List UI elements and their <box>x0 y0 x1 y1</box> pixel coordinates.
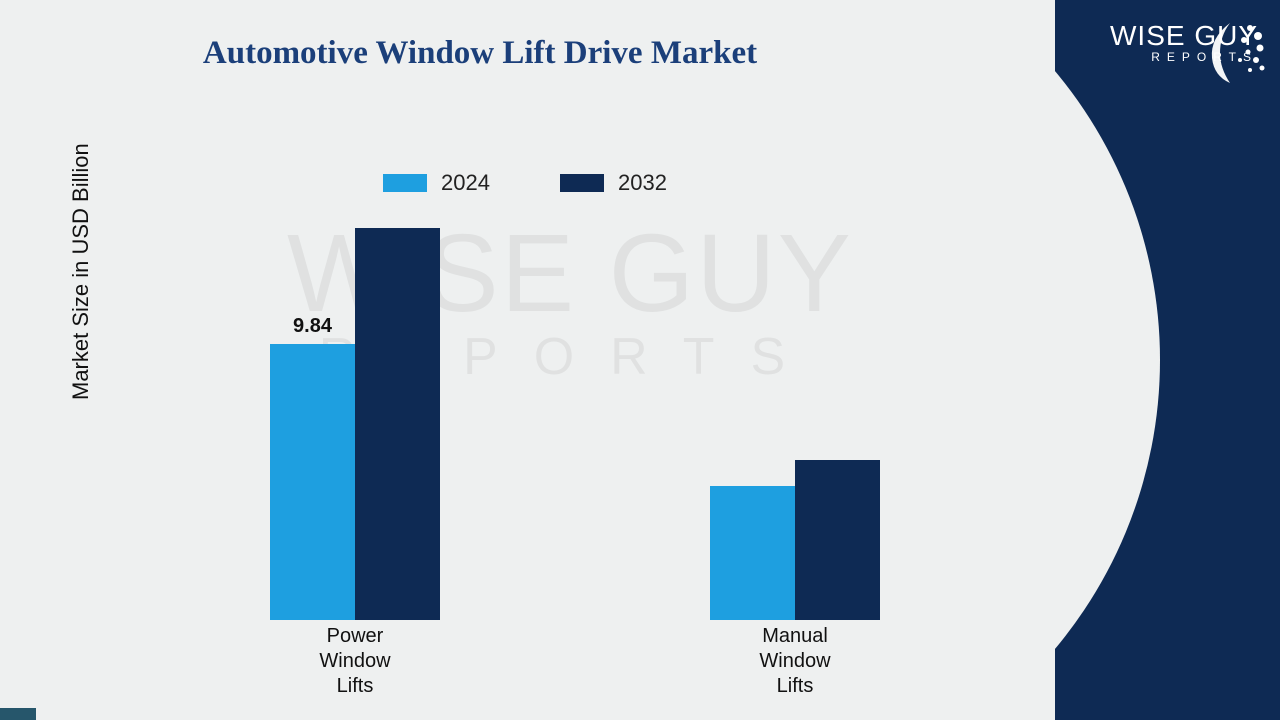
brand-line1: WISE GUY <box>1110 20 1258 52</box>
plot-area: 9.84PowerWindowLiftsManualWindowLifts <box>110 200 1010 620</box>
bar-group-manual <box>710 460 880 620</box>
chart-title: Automotive Window Lift Drive Market <box>0 35 960 72</box>
brand-panel <box>1055 0 1280 720</box>
legend: 2024 2032 <box>0 170 1050 196</box>
category-label-power: PowerWindowLifts <box>270 624 440 699</box>
bar-manual-2024 <box>710 486 795 620</box>
legend-item-2024: 2024 <box>383 170 490 196</box>
legend-label-2032: 2032 <box>618 170 667 196</box>
bar-power-2032 <box>355 228 440 620</box>
legend-item-2032: 2032 <box>560 170 667 196</box>
legend-swatch-2024 <box>383 174 427 192</box>
bar-power-2024 <box>270 344 355 620</box>
legend-swatch-2032 <box>560 174 604 192</box>
brand-line2: REPORTS <box>1110 50 1258 64</box>
legend-label-2024: 2024 <box>441 170 490 196</box>
chart-canvas: WISE GUY REPORTS WISE GUY REPORTS Automo… <box>0 0 1280 720</box>
bar-manual-2032 <box>795 460 880 620</box>
bar-group-power <box>270 228 440 620</box>
category-label-manual: ManualWindowLifts <box>710 624 880 699</box>
bottom-accent-bar <box>0 708 36 720</box>
brand-logo: WISE GUY REPORTS <box>1110 20 1258 64</box>
